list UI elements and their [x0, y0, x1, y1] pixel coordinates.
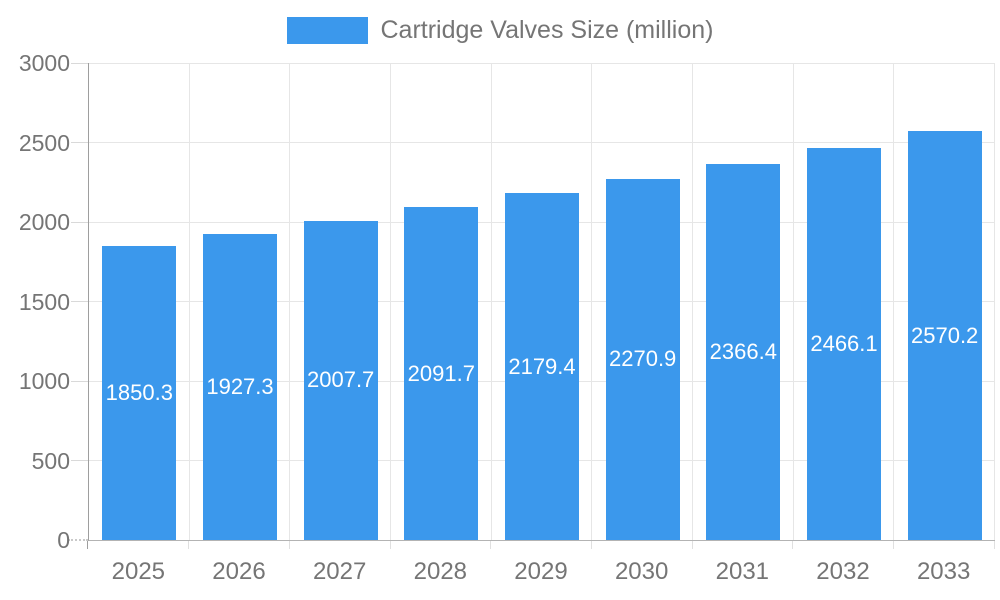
y-tick-mark: [71, 142, 88, 143]
plot-area: 1850.3 1927.3 2007.7 2091.7 2179.4 2270.9 2366…: [88, 62, 995, 541]
y-tick-mark: [71, 221, 88, 223]
x-gridline: [390, 63, 391, 540]
y-axis-label: 1000: [18, 368, 70, 394]
x-tick-mark: [389, 541, 391, 549]
legend-color-swatch: [286, 17, 368, 44]
x-gridline: [188, 63, 190, 540]
x-gridline: [994, 63, 995, 540]
x-tick-mark: [288, 541, 290, 549]
bar-value-label: 2570.2: [911, 322, 979, 348]
y-tick-mark: [71, 460, 88, 461]
y-gridline: [89, 62, 995, 64]
bar-2026: [203, 233, 277, 540]
x-gridline: [591, 63, 593, 540]
y-tick-mark: [71, 62, 88, 64]
bar-value-label: 1850.3: [105, 379, 173, 405]
bar-2028: [404, 207, 479, 540]
bar-value-label: 2270.9: [609, 346, 677, 372]
x-gridline: [490, 63, 492, 540]
bar-2029: [505, 193, 579, 540]
bar-2027: [303, 220, 378, 540]
x-axis-label: 2032: [816, 558, 870, 585]
x-tick-mark: [993, 541, 995, 549]
y-gridline: [89, 142, 995, 143]
x-axis-label: 2031: [715, 558, 770, 585]
x-gridline: [792, 63, 794, 540]
bar-2025: [102, 245, 177, 540]
y-axis-label: 0: [57, 527, 70, 553]
x-tick-mark: [590, 541, 592, 549]
bar-2032: [807, 147, 881, 540]
y-axis-label: 1500: [18, 288, 70, 315]
x-tick-mark: [188, 541, 190, 549]
x-gridline: [289, 63, 291, 540]
bar-value-label: 1927.3: [206, 373, 274, 399]
bar-2031: [706, 163, 781, 540]
bar-value-label: 2366.4: [709, 338, 777, 364]
bar-value-label: 2466.1: [810, 330, 878, 356]
x-axis-label: 2033: [916, 558, 971, 585]
x-tick-mark: [490, 541, 492, 549]
y-axis-label: 2500: [18, 129, 70, 156]
x-axis-label: 2027: [312, 558, 367, 585]
x-axis-label: 2029: [514, 558, 568, 585]
y-tick-mark: [71, 301, 88, 302]
x-gridline: [692, 63, 693, 540]
x-tick-mark: [691, 541, 693, 549]
bar-value-label: 2179.4: [508, 353, 576, 379]
x-axis-label: 2028: [413, 558, 468, 585]
y-axis-label: 2000: [18, 209, 70, 235]
bar-2030: [605, 178, 680, 540]
y-axis-label: 500: [31, 447, 70, 474]
legend-label: Cartridge Valves Size (million): [380, 16, 714, 44]
x-axis-label: 2026: [212, 558, 266, 585]
y-tick-mark: [71, 380, 88, 382]
x-axis-label: 2030: [614, 558, 669, 585]
x-gridline: [893, 63, 895, 540]
y-tick-mark: [68, 539, 88, 541]
x-tick-mark: [892, 541, 894, 549]
bar-2033: [907, 131, 982, 540]
bar-value-label: 2091.7: [407, 360, 475, 386]
x-axis-label: 2025: [111, 558, 166, 585]
x-tick-mark: [87, 541, 88, 549]
chart-legend: Cartridge Valves Size (million): [0, 16, 1000, 45]
bar-value-label: 2007.7: [307, 367, 375, 393]
x-tick-mark: [792, 541, 794, 549]
y-axis-label: 3000: [18, 50, 70, 76]
